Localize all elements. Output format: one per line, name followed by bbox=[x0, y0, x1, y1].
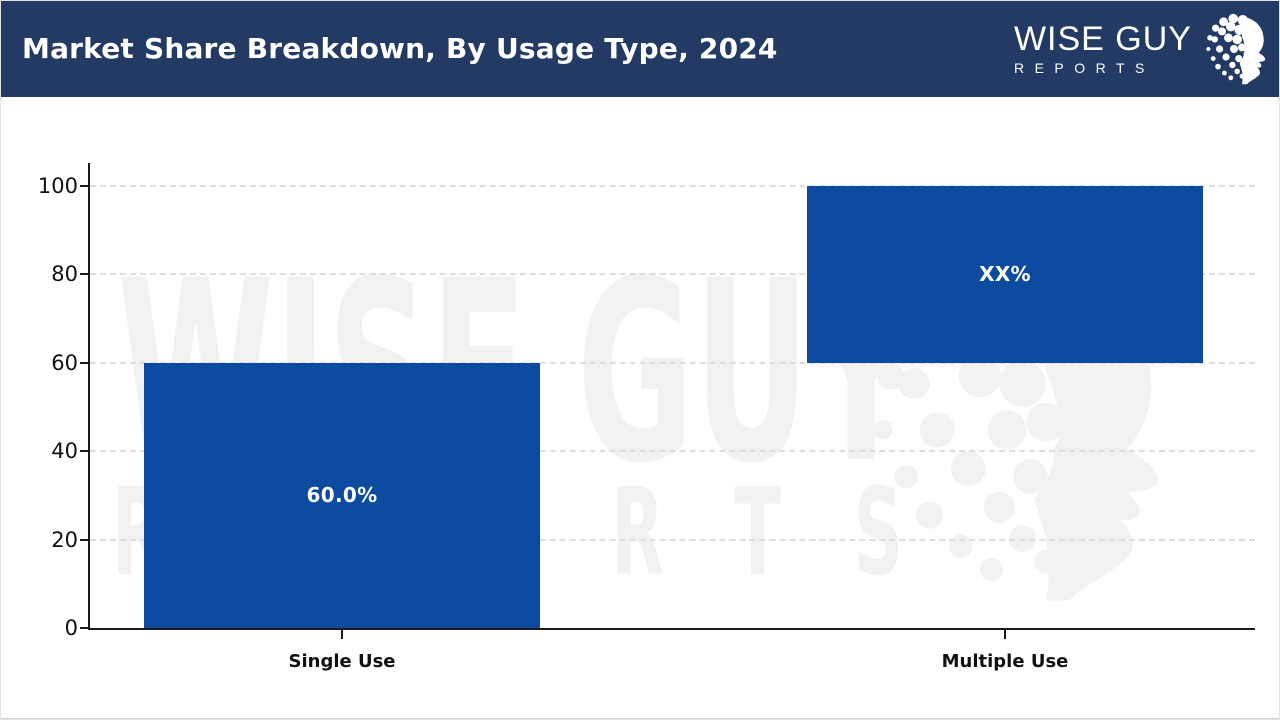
header-bar: Market Share Breakdown, By Usage Type, 2… bbox=[0, 0, 1280, 97]
gridline-100 bbox=[90, 184, 1255, 187]
y-tick-mark-60 bbox=[80, 361, 88, 364]
y-tick-label-0: 0 bbox=[64, 616, 78, 640]
y-tick-mark-100 bbox=[80, 184, 88, 187]
y-tick-label-100: 100 bbox=[37, 173, 78, 198]
bar-multiple-use: XX% bbox=[807, 185, 1203, 363]
y-tick-mark-0 bbox=[80, 627, 88, 629]
y-tick-label-20: 20 bbox=[51, 527, 78, 552]
logo-text: WISE GUY REPORTS bbox=[1014, 22, 1192, 75]
gridline-40 bbox=[90, 450, 1255, 453]
x-tick-mark-1 bbox=[1004, 630, 1006, 639]
logo-wordmark: WISE GUY bbox=[1013, 20, 1192, 58]
x-tick-label-1: Multiple Use bbox=[941, 651, 1069, 672]
dotted-face-icon bbox=[1202, 11, 1266, 87]
y-tick-mark-40 bbox=[80, 450, 88, 453]
bar-value-label: XX% bbox=[979, 262, 1031, 287]
y-tick-label-80: 80 bbox=[51, 262, 78, 287]
gridline-60 bbox=[90, 361, 1255, 364]
logo-subtext: REPORTS bbox=[1013, 60, 1155, 76]
bar-value-label: 60.0% bbox=[306, 483, 378, 508]
plot-area: WISE GUY REPORTS 02040608010060.0%Single… bbox=[38, 163, 1255, 672]
x-tick-label-0: Single Use bbox=[288, 651, 396, 672]
y-tick-mark-80 bbox=[80, 273, 88, 276]
gridline-20 bbox=[90, 538, 1255, 541]
page-title: Market Share Breakdown, By Usage Type, 2… bbox=[22, 32, 778, 65]
wise-guy-reports-logo: WISE GUY REPORTS bbox=[1014, 11, 1280, 87]
y-tick-label-60: 60 bbox=[51, 350, 78, 375]
bar-single-use: 60.0% bbox=[144, 362, 540, 628]
y-tick-label-40: 40 bbox=[51, 439, 78, 464]
y-tick-mark-20 bbox=[80, 538, 88, 541]
x-tick-mark-0 bbox=[341, 630, 343, 639]
gridline-80 bbox=[90, 273, 1255, 276]
